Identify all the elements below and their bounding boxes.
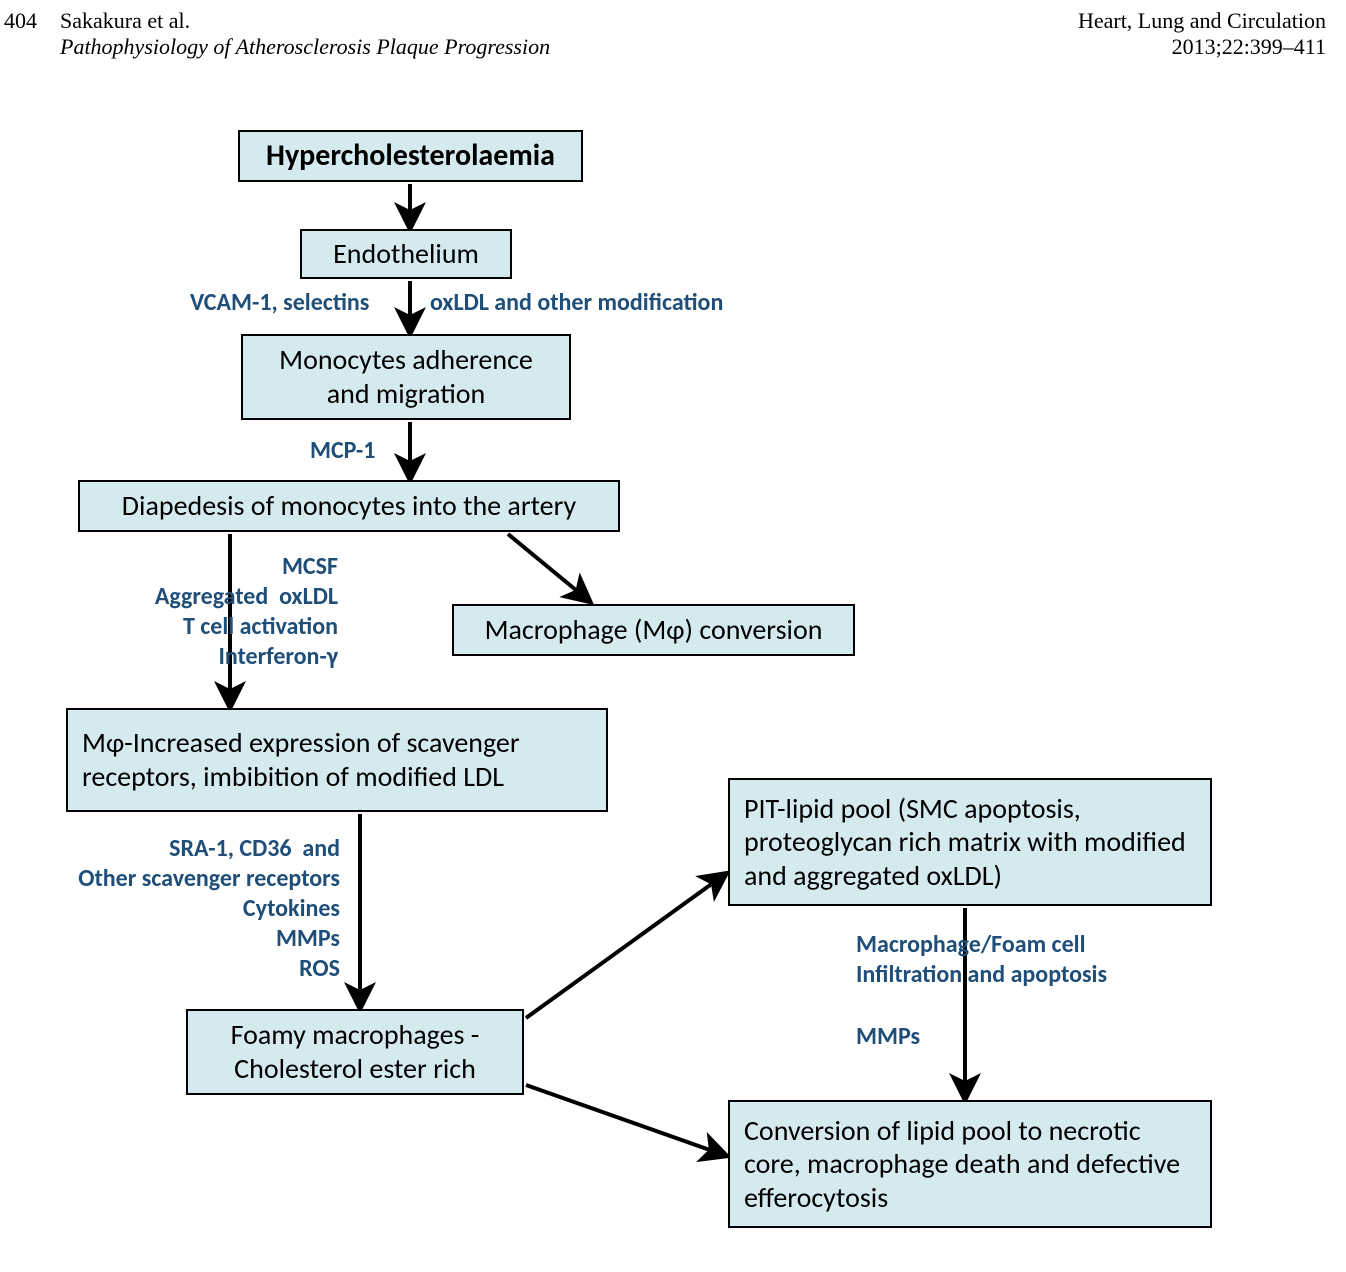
label-infiltration: Macrophage/Foam cell Infiltration and ap… bbox=[856, 930, 1107, 990]
node-pit-lipid-pool: PIT-lipid pool (SMC apoptosis, proteogly… bbox=[728, 778, 1212, 906]
node-monocytes-adherence: Monocytes adherence and migration bbox=[241, 334, 571, 420]
label-mcp1: MCP-1 bbox=[310, 436, 375, 466]
node-label: Foamy macrophages - Cholesterol ester ri… bbox=[202, 1018, 508, 1085]
label-mmps: MMPs bbox=[856, 1022, 920, 1052]
label-vcam1: VCAM-1, selectins bbox=[190, 288, 369, 318]
node-hypercholesterolaemia: Hypercholesterolaemia bbox=[238, 130, 583, 182]
node-endothelium: Endothelium bbox=[300, 229, 512, 279]
node-label: Endothelium bbox=[333, 237, 479, 271]
node-diapedesis: Diapedesis of monocytes into the artery bbox=[78, 480, 620, 532]
node-label: Conversion of lipid pool to necrotic cor… bbox=[744, 1114, 1196, 1215]
node-label: Hypercholesterolaemia bbox=[266, 138, 555, 174]
label-oxldl: oxLDL and other modification bbox=[430, 288, 723, 318]
flowchart-canvas: Hypercholesterolaemia Endothelium Monocy… bbox=[0, 0, 1346, 1272]
label-mcsf: MCSF Aggregated oxLDL T cell activation … bbox=[155, 552, 338, 672]
node-label: Monocytes adherence and migration bbox=[257, 343, 555, 410]
node-macrophage-conversion: Macrophage (Mφ) conversion bbox=[452, 604, 855, 656]
node-label: PIT-lipid pool (SMC apoptosis, proteogly… bbox=[744, 792, 1196, 893]
node-label: Macrophage (Mφ) conversion bbox=[485, 613, 823, 647]
node-scavenger-receptors: Mφ-Increased expression of scavenger rec… bbox=[66, 708, 608, 812]
label-sra1: SRA-1, CD36 and Other scavenger receptor… bbox=[78, 834, 340, 984]
node-label: Diapedesis of monocytes into the artery bbox=[122, 489, 576, 523]
node-necrotic-core: Conversion of lipid pool to necrotic cor… bbox=[728, 1100, 1212, 1228]
node-foamy-macrophages: Foamy macrophages - Cholesterol ester ri… bbox=[186, 1009, 524, 1095]
node-label: Mφ-Increased expression of scavenger rec… bbox=[82, 726, 592, 793]
